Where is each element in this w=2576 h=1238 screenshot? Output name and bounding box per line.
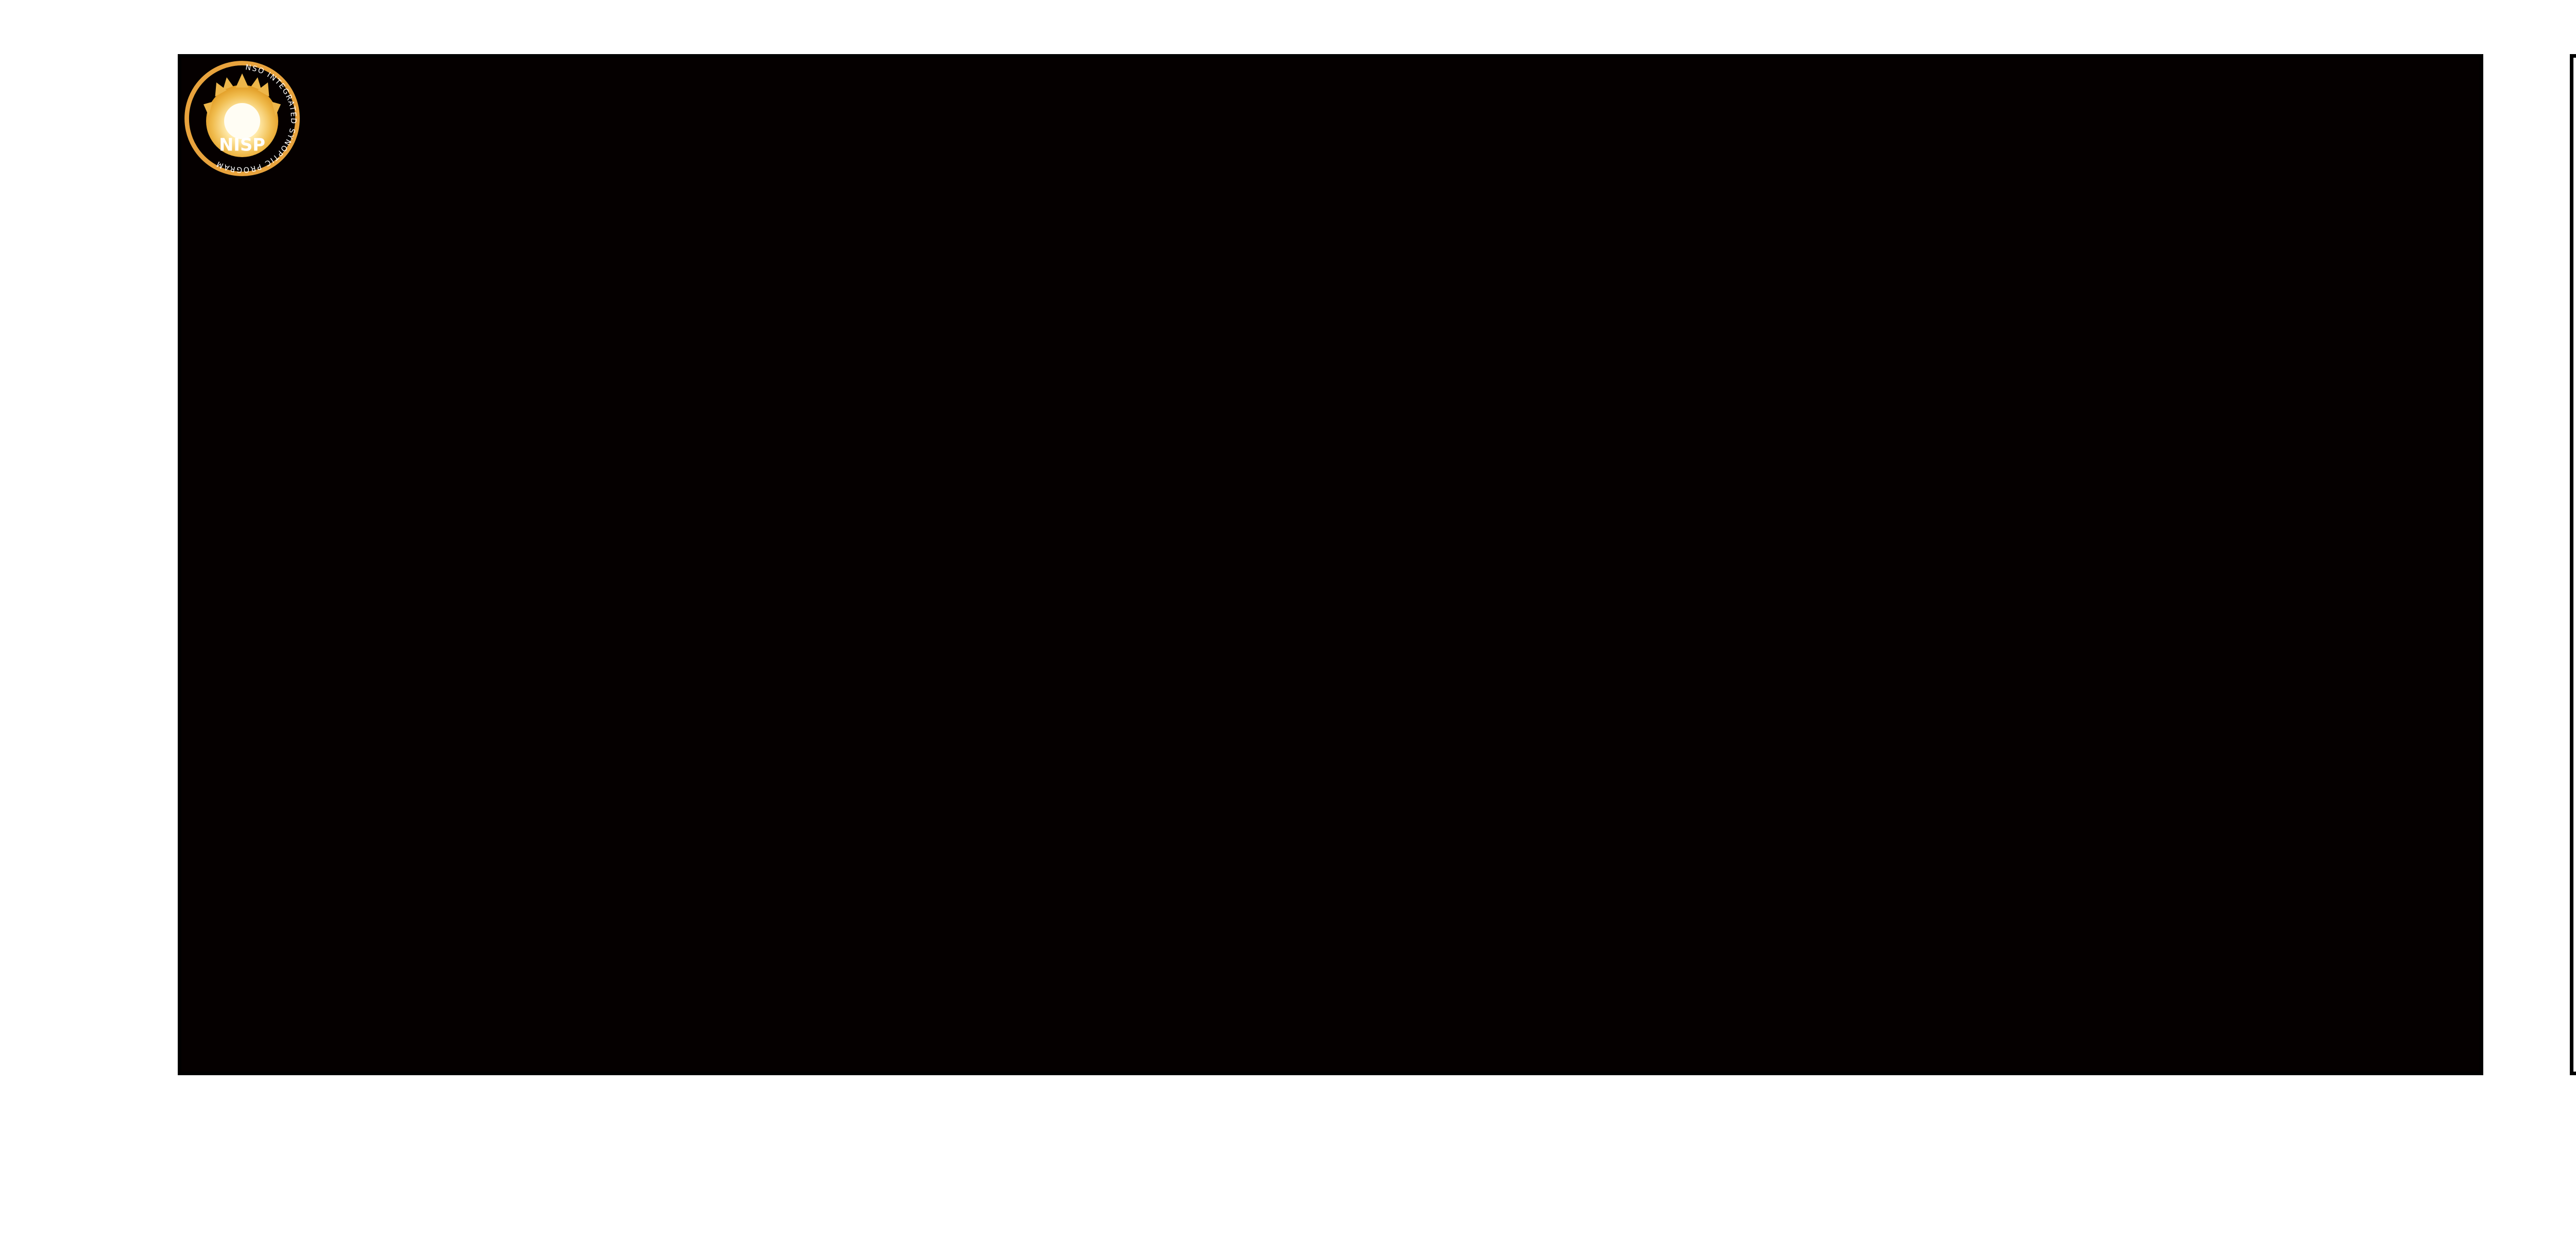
equator-line bbox=[178, 54, 2483, 58]
farside-magnetogram-layer bbox=[178, 54, 2483, 1075]
synoptic-magnetic-map: NISP NSO INTEGRATED SYNOPTIC PROGRAM bbox=[178, 54, 2483, 1075]
nisp-logo: NISP NSO INTEGRATED SYNOPTIC PROGRAM bbox=[184, 61, 300, 176]
nisp-acronym-text: NISP bbox=[219, 135, 265, 155]
frontside-magnetogram-layer bbox=[178, 54, 2483, 1075]
farside-colorbar bbox=[2570, 54, 2576, 1075]
